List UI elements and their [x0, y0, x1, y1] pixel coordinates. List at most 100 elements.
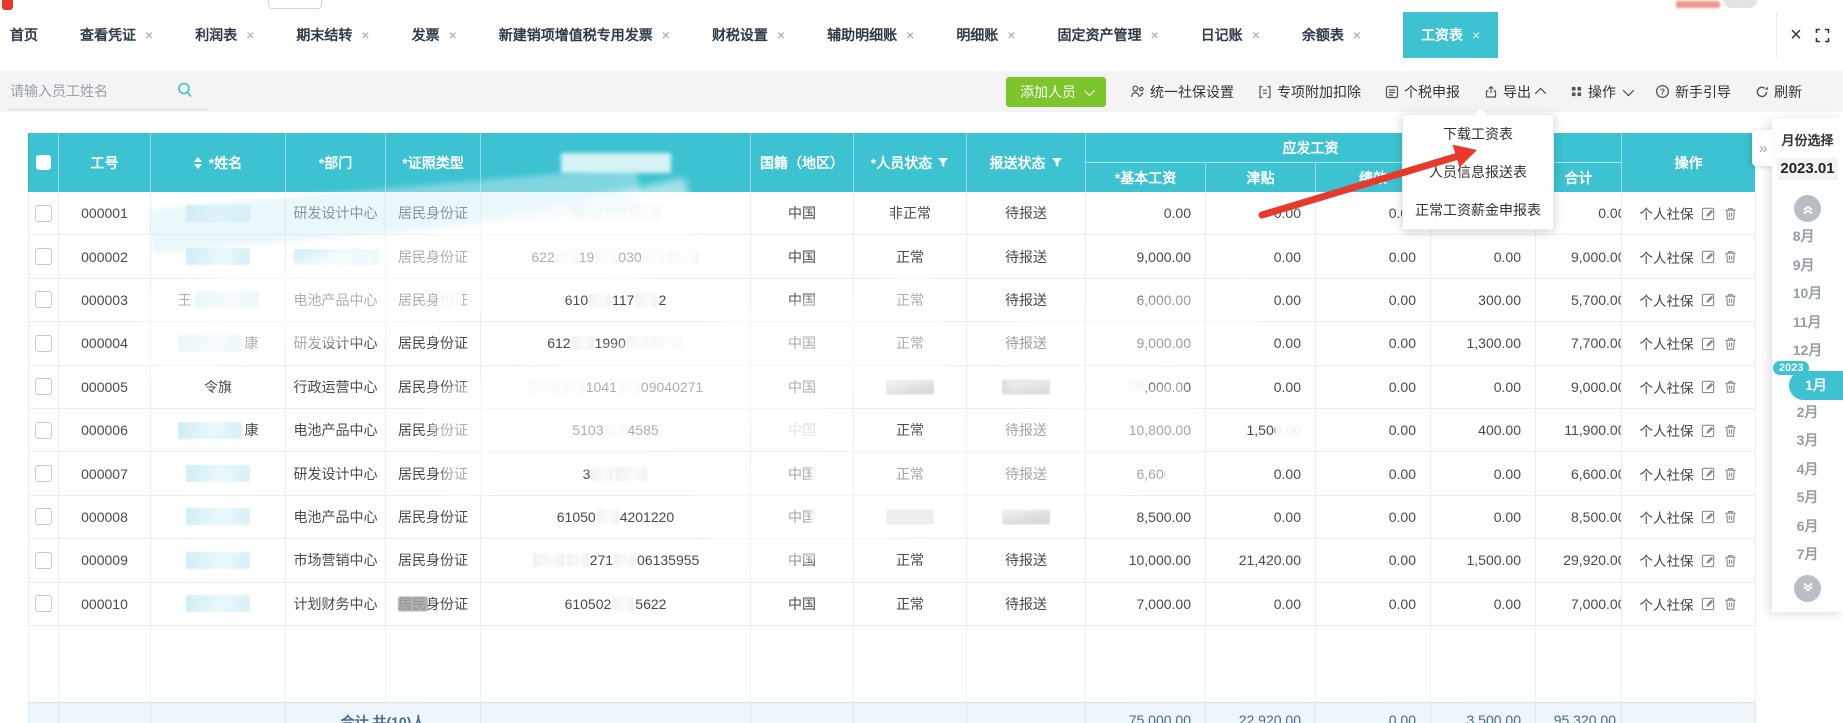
month-item[interactable]: 9月 [1792, 256, 1815, 273]
toolbar-action-导出[interactable]: 导出 [1484, 82, 1547, 102]
month-item[interactable]: 10月 [1792, 285, 1823, 301]
toolbar-action-新手引导[interactable]: ? 新手引导 [1655, 82, 1731, 102]
delete-icon[interactable] [1723, 466, 1738, 481]
tab-item-7[interactable]: 辅助明细账 × [827, 12, 914, 58]
add-employee-button[interactable]: 添加人员 [1006, 76, 1106, 107]
delete-icon[interactable] [1723, 292, 1738, 307]
row-checkbox[interactable] [35, 291, 52, 309]
personal-insurance-link[interactable]: 个人社保 [1639, 554, 1694, 570]
delete-icon[interactable] [1723, 553, 1738, 568]
toolbar-action-专项附加扣除[interactable]: 专项附加扣除 [1258, 82, 1361, 102]
personal-insurance-link[interactable]: 个人社保 [1639, 293, 1694, 309]
tab-close-icon[interactable]: × [246, 27, 255, 43]
toolbar-action-统一社保设置[interactable]: 统一社保设置 [1130, 82, 1234, 102]
edit-icon[interactable] [1701, 596, 1716, 611]
tab-item-3[interactable]: 期末结转 × [296, 12, 369, 58]
delete-icon[interactable] [1723, 596, 1738, 611]
personal-insurance-link[interactable]: 个人社保 [1639, 597, 1694, 613]
search-icon[interactable] [176, 81, 194, 99]
edit-icon[interactable] [1701, 423, 1716, 438]
personal-insurance-link[interactable]: 个人社保 [1639, 424, 1694, 440]
personal-insurance-link[interactable]: 个人社保 [1639, 207, 1694, 223]
fullscreen-icon[interactable] [1815, 28, 1830, 43]
month-item[interactable]: 7月 [1796, 546, 1819, 562]
row-checkbox[interactable] [35, 248, 52, 266]
tab-close-icon[interactable]: × [145, 27, 154, 43]
edit-icon[interactable] [1701, 553, 1716, 568]
month-item[interactable]: 5月 [1796, 489, 1819, 505]
export-menu-item[interactable]: 正常工资薪金申报表 [1415, 202, 1541, 218]
personal-insurance-link[interactable]: 个人社保 [1639, 510, 1694, 526]
row-checkbox[interactable] [35, 204, 52, 222]
month-item[interactable]: 4月 [1796, 460, 1819, 477]
month-item[interactable]: 8月 [1792, 228, 1815, 244]
scroll-months-down-button[interactable] [1794, 574, 1821, 602]
cell-deduction: 1,500.00 [1431, 539, 1536, 583]
tab-close-icon[interactable]: × [1150, 27, 1159, 43]
tab-close-icon[interactable]: × [1472, 27, 1481, 43]
delete-icon[interactable] [1723, 206, 1738, 221]
delete-icon[interactable] [1723, 336, 1738, 351]
edit-icon[interactable] [1701, 292, 1716, 307]
tab-item-6[interactable]: 财税设置 × [712, 12, 785, 58]
tab-close-icon[interactable]: × [1251, 27, 1260, 43]
export-menu-item[interactable]: 人员信息报送表 [1429, 164, 1527, 180]
delete-icon[interactable] [1723, 249, 1738, 264]
row-checkbox[interactable] [35, 551, 52, 569]
month-item[interactable]: 3月 [1796, 432, 1819, 448]
panel-collapse-button[interactable]: » [1752, 130, 1774, 166]
tab-item-2[interactable]: 利润表 × [195, 12, 254, 58]
tab-close-icon[interactable]: × [1352, 27, 1362, 43]
toolbar-action-操作[interactable]: 操作 [1570, 82, 1635, 102]
tab-close-icon[interactable]: × [361, 27, 370, 43]
edit-icon[interactable] [1701, 379, 1716, 394]
tab-item-11[interactable]: 余额表 × [1302, 12, 1361, 58]
personal-insurance-link[interactable]: 个人社保 [1639, 380, 1694, 396]
scroll-months-up-button[interactable] [1794, 195, 1821, 222]
filter-icon[interactable] [1051, 157, 1063, 169]
select-all-checkbox[interactable] [36, 155, 51, 170]
row-checkbox[interactable] [35, 595, 52, 613]
personal-insurance-link[interactable]: 个人社保 [1639, 467, 1694, 483]
edit-icon[interactable] [1701, 509, 1716, 524]
personal-insurance-link[interactable]: 个人社保 [1639, 337, 1694, 353]
row-checkbox[interactable] [35, 465, 52, 483]
tab-close-icon[interactable]: × [448, 27, 457, 43]
row-checkbox[interactable] [35, 378, 52, 396]
filter-icon[interactable] [937, 157, 949, 169]
edit-icon[interactable] [1701, 249, 1716, 264]
delete-icon[interactable] [1723, 379, 1738, 394]
tab-item-1[interactable]: 查看凭证 × [80, 12, 153, 58]
month-item[interactable]: 12月 [1792, 342, 1823, 358]
month-item[interactable]: 11月 [1792, 313, 1822, 330]
tab-item-4[interactable]: 发票 × [412, 12, 457, 58]
cell-checkbox [29, 235, 59, 279]
toolbar-action-刷新[interactable]: 刷新 [1755, 82, 1802, 102]
tab-close-icon[interactable]: × [906, 27, 915, 43]
toolbar-action-个税申报[interactable]: 个税申报 [1385, 82, 1460, 102]
month-item[interactable]: 2月 [1796, 403, 1819, 420]
row-checkbox[interactable] [35, 508, 52, 526]
tab-close-icon[interactable]: × [776, 27, 786, 43]
delete-icon[interactable] [1723, 509, 1738, 524]
month-item-active[interactable]: 1月 [1789, 370, 1843, 400]
edit-icon[interactable] [1701, 336, 1716, 351]
edit-icon[interactable] [1701, 206, 1716, 221]
tab-close-icon[interactable]: × [661, 27, 670, 43]
delete-icon[interactable] [1723, 423, 1738, 438]
tab-salary-table-active[interactable]: 工资表 × [1403, 12, 1499, 58]
tab-item-0[interactable]: 首页 [10, 12, 38, 58]
month-item[interactable]: 6月 [1796, 517, 1819, 534]
row-checkbox[interactable] [35, 334, 52, 352]
row-checkbox[interactable] [35, 421, 52, 439]
edit-icon[interactable] [1701, 466, 1716, 481]
tab-item-9[interactable]: 固定资产管理 × [1058, 12, 1159, 58]
tab-item-10[interactable]: 日记账 × [1201, 12, 1260, 58]
tab-item-5[interactable]: 新建销项增值税专用发票 × [499, 12, 670, 58]
export-menu-item[interactable]: 下载工资表 [1443, 126, 1513, 142]
close-icon[interactable]: × [1790, 24, 1802, 46]
tab-close-icon[interactable]: × [1007, 27, 1016, 43]
tab-item-8[interactable]: 明细账 × [956, 12, 1015, 58]
search-input[interactable] [8, 73, 172, 109]
personal-insurance-link[interactable]: 个人社保 [1639, 250, 1694, 266]
